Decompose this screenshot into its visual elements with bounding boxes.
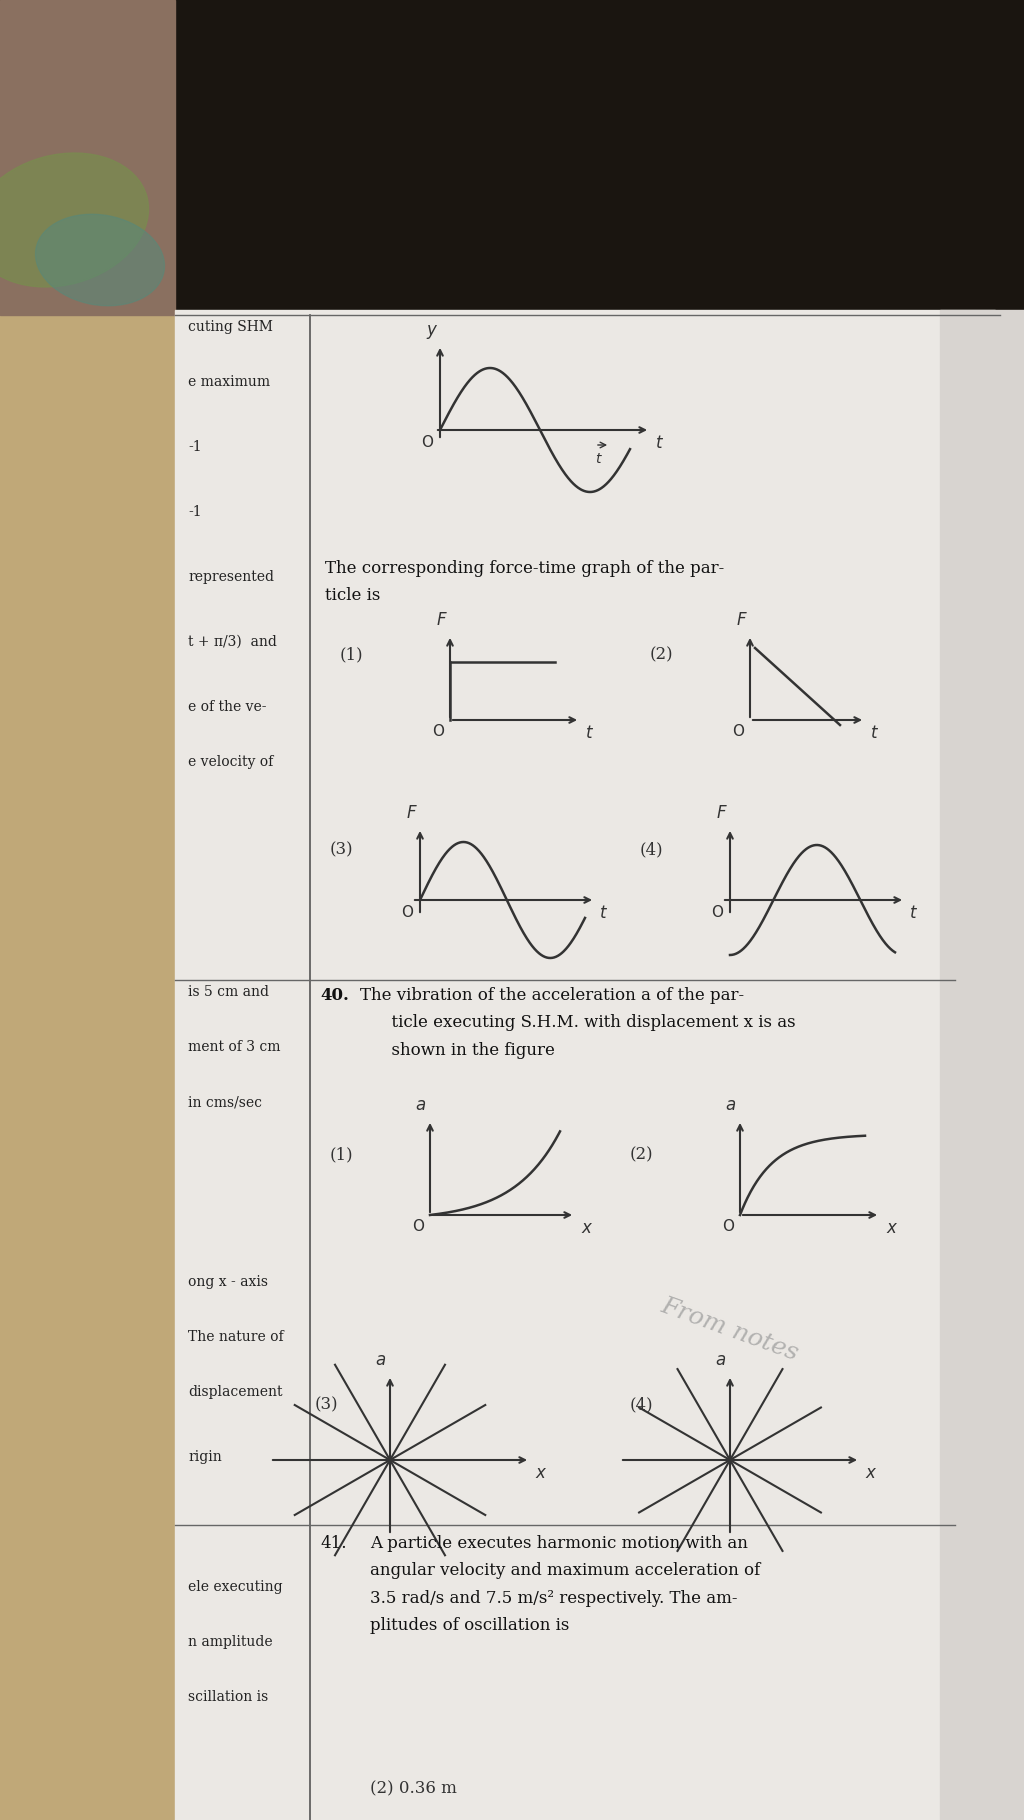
Text: 40.: 40. (319, 986, 349, 1005)
Bar (940, 309, 1024, 1820)
Text: (4): (4) (630, 1396, 653, 1414)
Text: O: O (401, 905, 413, 919)
Text: A particle executes harmonic motion with an
angular velocity and maximum acceler: A particle executes harmonic motion with… (370, 1534, 760, 1634)
Text: O: O (722, 1219, 734, 1234)
Text: represented: represented (188, 570, 274, 584)
Text: (3): (3) (315, 1396, 339, 1414)
Text: x: x (865, 1463, 874, 1481)
Text: From notes: From notes (658, 1294, 802, 1365)
Text: (2): (2) (650, 646, 674, 664)
Text: in cms/sec: in cms/sec (188, 1096, 262, 1108)
Text: is 5 cm and: is 5 cm and (188, 985, 269, 999)
Text: a: a (716, 1350, 726, 1369)
Text: -1: -1 (188, 440, 202, 453)
Text: e velocity of: e velocity of (188, 755, 273, 770)
Text: The vibration of the acceleration a of the par-
      ticle executing S.H.M. wit: The vibration of the acceleration a of t… (360, 986, 796, 1059)
Text: t: t (600, 905, 606, 923)
Text: a: a (416, 1096, 426, 1114)
Text: a: a (726, 1096, 736, 1114)
Text: -1: -1 (188, 504, 202, 519)
Text: cuting SHM: cuting SHM (188, 320, 272, 335)
Text: O: O (432, 724, 444, 739)
Text: The nature of: The nature of (188, 1330, 284, 1343)
Ellipse shape (0, 153, 148, 288)
Text: displacement: displacement (188, 1385, 283, 1400)
Text: y: y (426, 320, 436, 339)
Text: a: a (376, 1350, 386, 1369)
Bar (175, 309, 995, 1820)
Polygon shape (0, 0, 1024, 369)
Text: F: F (436, 612, 446, 630)
Text: scillation is: scillation is (188, 1691, 268, 1704)
Text: ment of 3 cm: ment of 3 cm (188, 1039, 281, 1054)
Text: 41.: 41. (319, 1534, 346, 1552)
Text: O: O (421, 435, 433, 450)
Text: t: t (910, 905, 916, 923)
Text: O: O (711, 905, 723, 919)
Text: t: t (871, 724, 878, 743)
Text: rigin: rigin (188, 1451, 222, 1463)
Text: F: F (717, 804, 726, 823)
Text: t + π/3)  and: t + π/3) and (188, 635, 276, 650)
Text: n amplitude: n amplitude (188, 1634, 272, 1649)
Text: (2): (2) (630, 1147, 653, 1163)
Text: F: F (407, 804, 416, 823)
Text: ele executing: ele executing (188, 1580, 283, 1594)
Text: The corresponding force-time graph of the par-
ticle is: The corresponding force-time graph of th… (325, 561, 724, 604)
Text: t: t (595, 451, 600, 466)
Text: O: O (732, 724, 744, 739)
Text: F: F (736, 612, 746, 630)
Text: O: O (412, 1219, 424, 1234)
Text: ong x - axis: ong x - axis (188, 1276, 268, 1289)
Text: x: x (886, 1219, 896, 1238)
Text: (3): (3) (330, 841, 353, 859)
Text: t: t (586, 724, 593, 743)
Text: (1): (1) (330, 1147, 353, 1163)
Polygon shape (0, 309, 175, 1820)
Text: x: x (581, 1219, 591, 1238)
Ellipse shape (36, 215, 165, 306)
Text: (1): (1) (340, 646, 364, 664)
Text: e maximum: e maximum (188, 375, 270, 389)
Text: x: x (535, 1463, 545, 1481)
Polygon shape (0, 0, 175, 315)
Text: e of the ve-: e of the ve- (188, 701, 266, 713)
Text: t: t (656, 433, 663, 451)
Text: (2) 0.36 m: (2) 0.36 m (370, 1780, 457, 1796)
Text: (4): (4) (640, 841, 664, 859)
